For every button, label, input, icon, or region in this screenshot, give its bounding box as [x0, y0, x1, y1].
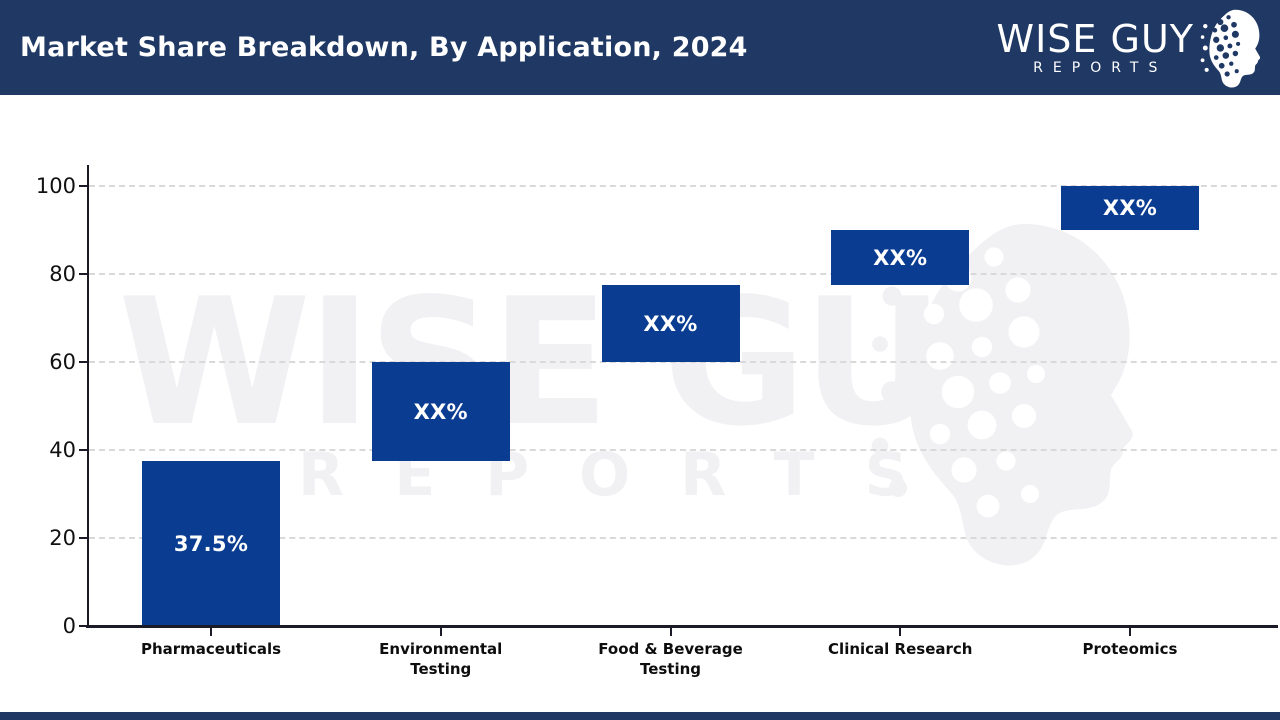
bar-value-label: 37.5% [173, 531, 249, 556]
page-title: Market Share Breakdown, By Application, … [20, 32, 748, 63]
x-tick-mark [1129, 628, 1131, 636]
x-tick-mark [210, 628, 212, 636]
y-gridline [89, 449, 1277, 451]
x-tick-mark [669, 628, 672, 636]
y-gridline [89, 185, 1277, 187]
y-tick-mark [79, 185, 87, 187]
y-tick-mark [79, 449, 87, 451]
category-label: Food & Beverage Testing [598, 640, 743, 678]
y-gridline [89, 361, 1277, 363]
y-tick-mark [79, 625, 87, 627]
brand-head-icon [1200, 9, 1261, 88]
y-tick-mark [79, 537, 87, 539]
bar-segment: XX% [371, 362, 510, 461]
bar-segment: XX% [1061, 186, 1199, 230]
watermark-head-icon [871, 224, 1133, 566]
y-gridline [89, 273, 1277, 275]
bar-value-label: XX% [1102, 196, 1158, 220]
x-tick-mark [439, 628, 442, 636]
bar-segment: XX% [831, 230, 970, 285]
bar-segment: XX% [601, 285, 740, 362]
bar-value-label: XX% [643, 311, 698, 336]
y-tick-label: 20 [49, 526, 76, 550]
watermark-wordmark: WISE GUY [118, 262, 1067, 465]
y-tick-label: 0 [62, 614, 76, 638]
app-header: Market Share Breakdown, By Application, … [0, 0, 1280, 95]
x-tick-mark [899, 628, 902, 636]
y-tick-label: 80 [49, 262, 76, 286]
brand-wordmark-line2: REPORTS [1033, 60, 1168, 76]
brand-wordmark-line1: WISE GUY [996, 17, 1194, 61]
category-label: Environmental Testing [379, 640, 503, 678]
y-tick-label: 60 [49, 350, 76, 374]
x-axis-spine [86, 625, 1278, 628]
y-tick-mark [79, 273, 87, 275]
category-label: Clinical Research [828, 640, 973, 658]
category-label: Pharmaceuticals [140, 640, 282, 658]
y-axis-spine [87, 165, 89, 627]
bar-value-label: XX% [873, 245, 928, 270]
y-gridline [89, 537, 1277, 539]
category-label: Proteomics [1082, 640, 1178, 658]
y-tick-label: 100 [35, 174, 76, 198]
footer-bar [0, 712, 1280, 720]
brand-logo: WISE GUY REPORTS [997, 0, 1270, 95]
brand-wordmark: WISE GUY REPORTS [997, 19, 1194, 76]
y-tick-label: 40 [49, 438, 76, 462]
y-tick-mark [79, 361, 87, 363]
bar-value-label: XX% [413, 399, 468, 424]
bar-segment: 37.5% [142, 461, 280, 626]
